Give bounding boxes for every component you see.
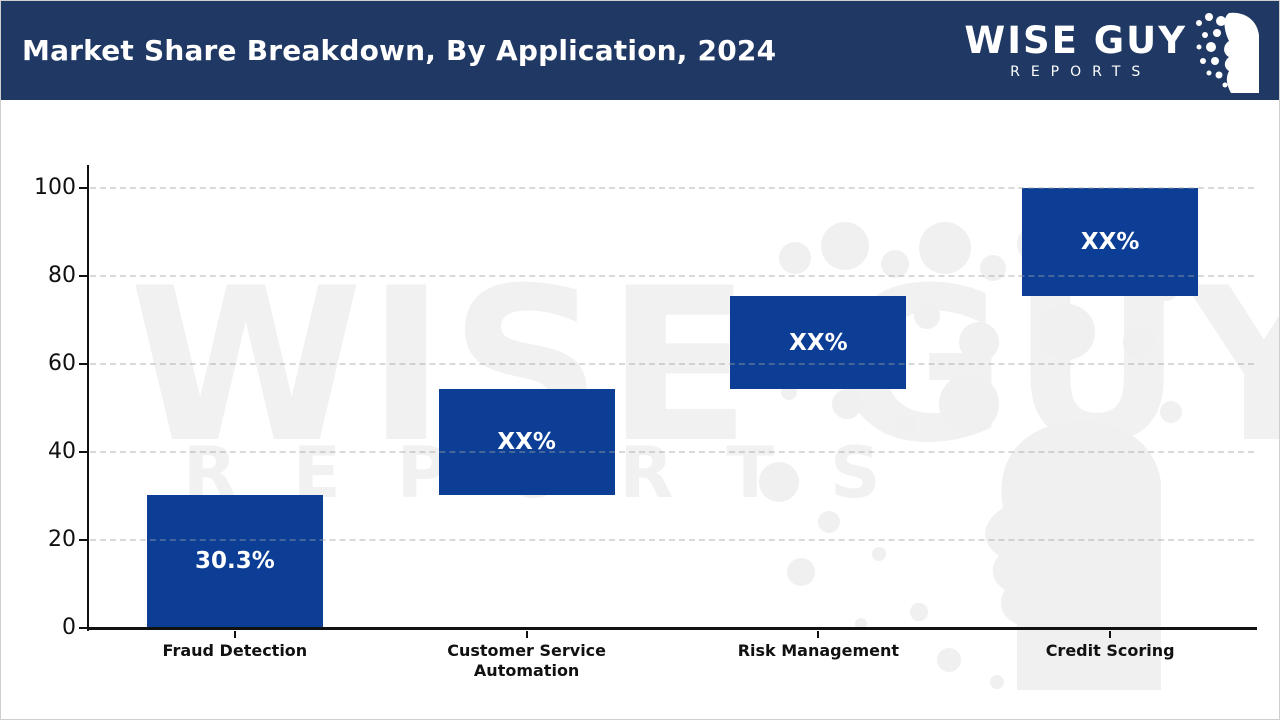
y-tick-80 (79, 275, 88, 277)
bar-value-label-risk-management: XX% (789, 329, 848, 356)
logo-wordmark: WISE GUY (964, 19, 1187, 62)
logo-head-icon (1196, 12, 1259, 93)
gridline-100 (90, 187, 1254, 189)
x-tick-label-fraud-detection: Fraud Detection (162, 641, 308, 660)
header-bar: Market Share Breakdown, By Application, … (1, 1, 1279, 100)
gridline-20 (90, 539, 1254, 541)
y-tick-0 (79, 627, 88, 629)
x-tick-label-customer-service-automation: Customer Service Automation (447, 641, 607, 680)
x-tick-label-risk-management: Risk Management (737, 641, 900, 660)
bar-value-label-customer-service-automation: XX% (497, 428, 556, 455)
y-tick-label-20: 20 (48, 527, 76, 552)
x-axis-spine (87, 627, 1257, 630)
bar-value-label-credit-scoring: XX% (1080, 228, 1140, 255)
logo-text: WISE GUY REPORTS (964, 22, 1187, 79)
bar-value-label-fraud-detection: 30.3% (194, 548, 275, 575)
gridline-80 (90, 275, 1254, 277)
y-axis-spine (87, 165, 89, 631)
wiseguy-logo: WISE GUY REPORTS (964, 9, 1263, 93)
x-tick-label-credit-scoring: Credit Scoring (1045, 641, 1175, 660)
x-tick-customer-service-automation (525, 631, 528, 638)
gridline-60 (90, 363, 1254, 365)
y-tick-20 (79, 539, 88, 541)
x-tick-fraud-detection (233, 631, 236, 638)
y-tick-100 (79, 187, 88, 189)
y-tick-40 (79, 451, 88, 453)
x-tick-credit-scoring (1109, 631, 1112, 638)
page-title: Market Share Breakdown, By Application, … (22, 34, 777, 67)
y-tick-60 (79, 363, 88, 365)
gridline-40 (90, 451, 1254, 453)
y-tick-label-100: 100 (34, 175, 76, 200)
logo-subtitle: REPORTS (1010, 64, 1152, 80)
bar-customer-service-automation: XX% (438, 389, 615, 495)
x-tick-risk-management (817, 631, 820, 638)
bar-credit-scoring: XX% (1022, 188, 1199, 296)
bar-risk-management: XX% (730, 296, 907, 390)
y-tick-label-80: 80 (48, 263, 76, 288)
y-tick-label-0: 0 (62, 615, 76, 640)
bar-fraud-detection: 30.3% (146, 494, 323, 628)
chart-area: WISE GUY REPORTS 30.3%XX%XX%XX%020406080… (1, 100, 1279, 719)
y-tick-label-40: 40 (48, 439, 76, 464)
y-tick-label-60: 60 (48, 351, 76, 376)
